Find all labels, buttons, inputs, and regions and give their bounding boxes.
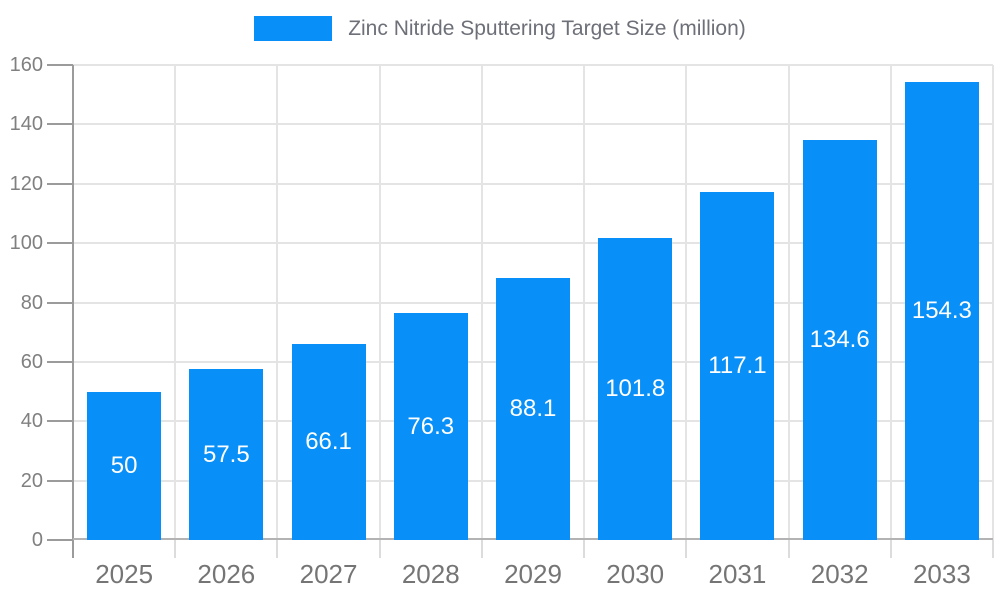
legend-label: Zinc Nitride Sputtering Target Size (mil… bbox=[348, 16, 746, 40]
y-axis-tick-label: 20 bbox=[20, 469, 43, 492]
bar-2032[interactable] bbox=[802, 140, 877, 540]
gridline-vertical bbox=[378, 65, 381, 540]
y-axis-tick-label: 80 bbox=[20, 291, 43, 314]
bar-2031[interactable] bbox=[700, 192, 775, 540]
x-axis-tick bbox=[992, 540, 994, 558]
y-axis-tick-label: 100 bbox=[9, 232, 43, 255]
bar-2025[interactable] bbox=[87, 391, 162, 540]
y-axis-line bbox=[72, 65, 74, 558]
gridline-vertical bbox=[276, 65, 279, 540]
bar-2029[interactable] bbox=[496, 278, 570, 540]
y-axis-tick bbox=[47, 479, 73, 482]
plot-area: 0 20 40 60 80 100 120 140 160 50 2025 57.5 2026 66.1 2… bbox=[10, 54, 994, 588]
gridline-vertical bbox=[992, 65, 994, 540]
x-axis-tick-label: 2033 bbox=[912, 559, 971, 589]
gridline-horizontal bbox=[73, 242, 993, 245]
x-axis-tick-label: 2025 bbox=[95, 559, 154, 589]
x-axis-tick bbox=[276, 540, 279, 558]
bar-2028[interactable] bbox=[393, 313, 468, 540]
x-axis-tick-label: 2028 bbox=[401, 559, 460, 589]
gridline-vertical bbox=[480, 65, 483, 540]
gridline-horizontal bbox=[73, 64, 993, 66]
y-axis-tick bbox=[47, 360, 73, 363]
bar-2026[interactable] bbox=[189, 369, 264, 540]
gridline-horizontal bbox=[73, 182, 993, 185]
bar-2030[interactable] bbox=[598, 237, 673, 540]
bar-2027[interactable] bbox=[291, 343, 366, 540]
x-axis-tick-label: 2031 bbox=[708, 559, 767, 589]
legend-item[interactable]: Zinc Nitride Sputtering Target Size (mil… bbox=[0, 16, 1000, 41]
x-axis-tick bbox=[889, 540, 892, 558]
y-axis-tick bbox=[47, 242, 73, 245]
y-axis-tick bbox=[47, 539, 73, 541]
y-axis-tick-label: 0 bbox=[31, 529, 43, 551]
y-axis-tick bbox=[47, 301, 73, 304]
y-axis-tick-label: 160 bbox=[9, 54, 43, 76]
x-axis-tick bbox=[480, 540, 483, 558]
gridline-vertical bbox=[685, 65, 688, 540]
x-axis-tick-label: 2032 bbox=[810, 559, 869, 589]
x-axis-tick-label: 2027 bbox=[299, 559, 358, 589]
gridline-vertical bbox=[583, 65, 586, 540]
gridline-vertical bbox=[174, 65, 177, 540]
gridline-vertical bbox=[889, 65, 892, 540]
x-axis-tick-label: 2026 bbox=[197, 559, 256, 589]
y-axis-tick bbox=[47, 64, 73, 66]
x-axis-tick bbox=[378, 540, 381, 558]
x-axis-tick bbox=[174, 540, 177, 558]
y-axis-tick bbox=[47, 123, 73, 126]
x-axis-tick bbox=[583, 540, 586, 558]
y-axis-tick bbox=[47, 182, 73, 185]
x-axis-tick bbox=[787, 540, 790, 558]
legend-swatch bbox=[254, 16, 333, 41]
x-axis-tick-label: 2029 bbox=[504, 559, 562, 589]
gridline-vertical bbox=[787, 65, 790, 540]
y-axis-tick-label: 60 bbox=[20, 350, 43, 373]
x-axis-tick-label: 2030 bbox=[606, 559, 665, 589]
y-axis-tick bbox=[47, 420, 73, 423]
gridline-horizontal bbox=[73, 123, 993, 126]
y-axis-tick-label: 40 bbox=[20, 410, 43, 433]
bar-2033[interactable] bbox=[904, 81, 979, 540]
x-axis-tick bbox=[685, 540, 688, 558]
y-axis-tick-label: 120 bbox=[9, 172, 43, 195]
y-axis-tick-label: 140 bbox=[9, 113, 43, 136]
